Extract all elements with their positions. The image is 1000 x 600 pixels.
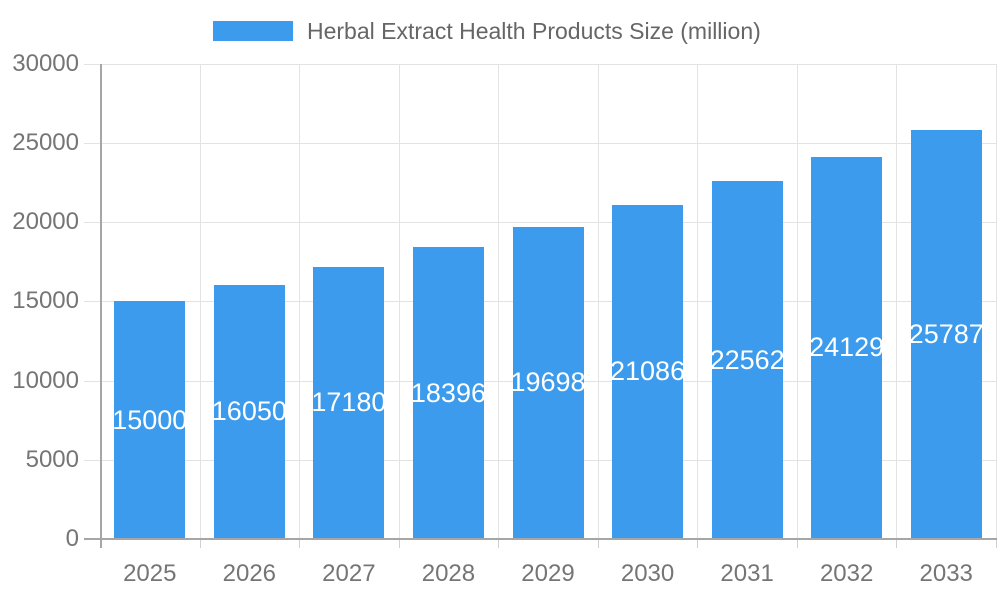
x-axis-tick xyxy=(896,539,898,548)
y-axis-label: 20000 xyxy=(12,208,79,235)
y-axis-tick xyxy=(84,459,100,461)
x-gridline xyxy=(398,63,400,539)
bar-2025 xyxy=(114,301,186,538)
x-axis-label: 2031 xyxy=(720,560,774,587)
y-axis-tick xyxy=(84,380,100,382)
x-axis-label: 2029 xyxy=(521,560,575,587)
bar-2027 xyxy=(313,266,385,538)
y-axis-label: 10000 xyxy=(12,366,79,394)
bar-2030 xyxy=(612,204,684,538)
bar-value-label: 16050 xyxy=(211,396,287,427)
x-axis-label: 2033 xyxy=(919,560,973,587)
x-axis-label: 2028 xyxy=(421,560,476,587)
x-axis-label: 2030 xyxy=(620,560,675,587)
y-gridline xyxy=(100,63,996,65)
x-axis-tick xyxy=(199,539,201,548)
bar-value-label: 15000 xyxy=(112,404,188,435)
x-axis-label: 2025 xyxy=(123,560,177,587)
bar-2033 xyxy=(910,130,982,538)
y-gridline xyxy=(100,222,996,223)
x-gridline xyxy=(199,63,201,539)
x-gridline xyxy=(996,63,997,539)
bar-value-label: 21086 xyxy=(610,356,686,387)
bar-2032 xyxy=(811,156,883,538)
x-axis-tick xyxy=(597,539,599,548)
x-axis-tick xyxy=(996,539,997,548)
x-gridline xyxy=(597,63,599,539)
bar-value-label: 18396 xyxy=(410,377,486,408)
bar-value-label: 24129 xyxy=(809,332,885,363)
bar-2028 xyxy=(412,247,484,538)
x-gridline xyxy=(498,63,500,539)
x-gridline xyxy=(796,63,798,539)
x-gridline xyxy=(299,63,301,539)
bar-2029 xyxy=(512,226,584,538)
y-axis-label: 30000 xyxy=(12,49,79,77)
y-axis-label: 15000 xyxy=(12,287,79,315)
bar-value-label: 25787 xyxy=(908,319,984,350)
bar-value-label: 22562 xyxy=(709,344,785,375)
bar-2026 xyxy=(213,284,285,538)
y-axis-label: 25000 xyxy=(12,128,79,156)
y-axis-label: 5000 xyxy=(25,445,79,473)
x-axis-line xyxy=(84,537,997,540)
y-axis-line xyxy=(100,63,102,548)
bar-2031 xyxy=(711,181,783,538)
y-gridline xyxy=(100,142,996,144)
bar-value-label: 17180 xyxy=(311,387,387,418)
bar-value-label: 19698 xyxy=(510,367,586,398)
y-axis-label: 0 xyxy=(65,525,79,552)
legend-label: Herbal Extract Health Products Size (mil… xyxy=(307,18,761,44)
x-axis-tick xyxy=(498,539,500,548)
x-axis-tick xyxy=(796,539,798,548)
x-axis-label: 2032 xyxy=(819,560,874,587)
y-axis-tick xyxy=(84,222,100,223)
x-axis-tick xyxy=(299,539,301,548)
x-axis-tick xyxy=(697,539,699,548)
y-axis-tick xyxy=(84,63,100,65)
y-axis-tick xyxy=(84,301,100,303)
x-axis-label: 2027 xyxy=(322,560,376,587)
x-axis-tick xyxy=(398,539,400,548)
x-gridline xyxy=(896,63,898,539)
legend-swatch xyxy=(213,21,293,41)
y-axis-tick xyxy=(84,142,100,144)
x-axis-label: 2026 xyxy=(222,560,277,587)
x-gridline xyxy=(697,63,699,539)
